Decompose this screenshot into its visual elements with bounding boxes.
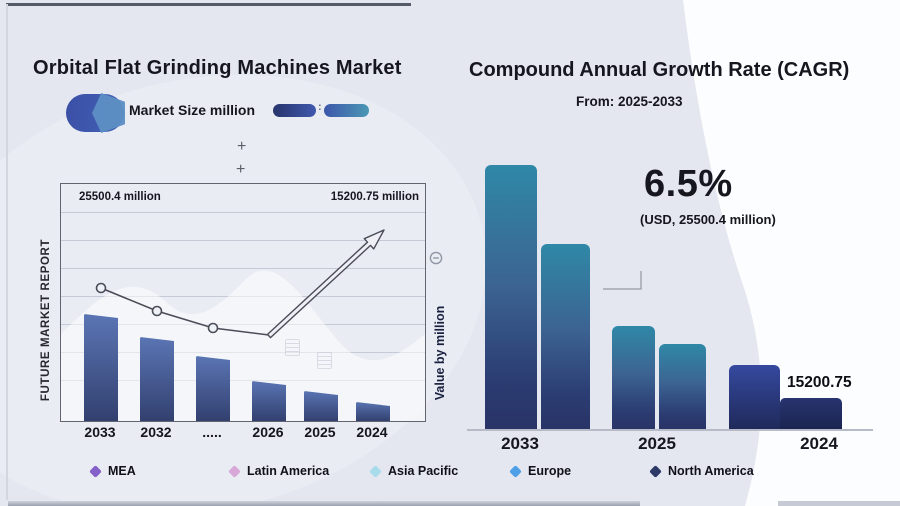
x-label: 2032 (140, 424, 172, 440)
bar-2033 (84, 314, 118, 421)
x-label: ..... (202, 424, 222, 440)
x-label: 2033 (84, 424, 116, 440)
chart-start-value-label: 25500.4 million (79, 191, 161, 203)
future-market-report-side-label: FUTURE MARKET REPORT (40, 238, 52, 402)
frame-left-edge (6, 4, 8, 500)
legend-diamond (369, 464, 382, 478)
left-chart-x-axis: 2033 2032 ..... 2026 2025 2024 (60, 424, 424, 444)
cagr-period-subtitle: From: 2025-2033 (576, 94, 683, 109)
plus-mark-top: + (237, 138, 247, 155)
x-label: 2025 (638, 434, 676, 453)
value-axis-label: Value by million (433, 305, 447, 401)
x-label: 2033 (501, 434, 539, 453)
legend-diamond (89, 464, 102, 478)
left-panel-title: Orbital Flat Grinding Machines Market (33, 57, 402, 79)
frame-bottom-edge-right (778, 501, 900, 506)
legend-item-asia-pacific: Asia Pacific (369, 464, 459, 478)
legend-label: North America (668, 464, 754, 478)
legend-item-europe: Europe (509, 464, 572, 478)
cagr-detail: (USD, 25500.4 million) (640, 212, 776, 227)
cagr-bar-2025-b (659, 344, 706, 430)
trend-line-and-arrow (95, 229, 385, 339)
document-icon (285, 339, 300, 356)
x-label: 2026 (252, 424, 284, 440)
gradient-pill-right (324, 104, 369, 117)
x-label: 2025 (304, 424, 336, 440)
x-label: 2024 (356, 424, 388, 440)
bar-2025 (304, 391, 338, 421)
legend-label: Europe (528, 464, 572, 478)
cagr-bar-2025-a (612, 326, 655, 430)
cagr-value: 6.5% (644, 163, 733, 205)
right-chart-baseline (467, 429, 873, 431)
legend-item-north-america: North America (649, 464, 754, 478)
bar-2024 (356, 402, 390, 421)
legend-item-mea: MEA (89, 464, 136, 478)
x-label: 2024 (800, 434, 838, 453)
cagr-bar-2033-b (541, 244, 590, 430)
minus-circle-icon (429, 251, 443, 265)
legend-label: Asia Pacific (388, 464, 459, 478)
legend-diamond (228, 464, 241, 478)
frame-top-edge (6, 3, 411, 6)
plus-mark-bottom: + (236, 161, 246, 178)
pill-separator: : (318, 101, 322, 113)
legend-diamond (649, 464, 662, 478)
cagr-bar-2024-a (729, 365, 780, 430)
market-size-cylinder-icon (66, 93, 126, 133)
step-bracket-decoration (603, 271, 642, 290)
legend-label: MEA (108, 464, 136, 478)
cagr-bar-2033-a (485, 165, 537, 430)
frame-bottom-edge-left (8, 501, 640, 506)
gridline (61, 240, 425, 241)
bar-2026 (252, 381, 286, 421)
bar-dots (196, 356, 230, 421)
market-size-legend-label: Market Size million (129, 102, 256, 118)
right-chart-value-label: 15200.75 (787, 374, 852, 391)
market-size-chart: 25500.4 million 15200.75 million (60, 183, 426, 422)
chart-end-value-label: 15200.75 million (330, 191, 419, 203)
bar-2032 (140, 337, 174, 421)
legend-label: Latin America (247, 464, 330, 478)
cagr-bar-2024-b (780, 398, 842, 430)
gradient-pill-left (273, 104, 316, 117)
legend-diamond (509, 464, 522, 478)
gridline (61, 212, 425, 213)
gridline (61, 268, 425, 269)
document-icon (317, 352, 332, 369)
legend-item-latin-america: Latin America (228, 464, 330, 478)
right-panel-title: Compound Annual Growth Rate (CAGR) (469, 59, 850, 81)
